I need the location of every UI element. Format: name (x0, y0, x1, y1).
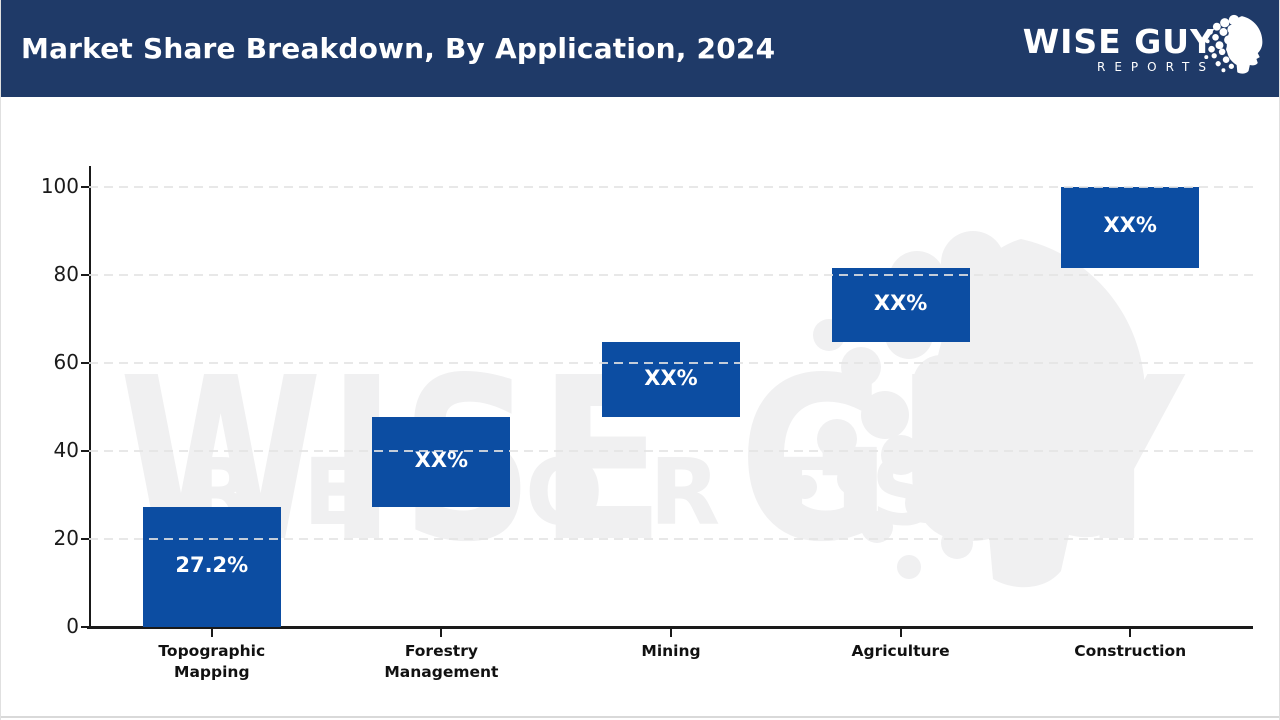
y-gridline-60 (89, 362, 1253, 364)
y-gridline-100 (89, 186, 1253, 188)
logo-face-icon (1201, 12, 1267, 85)
x-tick-mark-2 (670, 629, 672, 637)
y-tick-mark-100 (81, 186, 89, 188)
y-tick-mark-80 (81, 274, 89, 276)
bottom-divider (1, 716, 1279, 718)
x-category-label-0: Topographic Mapping (158, 642, 266, 681)
header-bar: Market Share Breakdown, By Application, … (1, 0, 1279, 97)
y-tick-mark-0 (81, 626, 89, 628)
x-axis-spine (87, 626, 1253, 629)
chart-body: WISE GUY REPORTS 0 20 40 60 80 100 27.2% Topogr… (1, 97, 1279, 720)
bar-value-label-4: XX% (1103, 213, 1157, 238)
logo-subtitle: REPORTS (1096, 59, 1215, 74)
x-tick-mark-1 (440, 629, 443, 637)
x-category-label-4: Construction (1074, 642, 1187, 660)
x-category-label-3: Agriculture (851, 642, 950, 660)
y-tick-label-40: 40 (53, 438, 79, 462)
y-tick-label-20: 20 (53, 526, 79, 550)
x-category-label-1: Forestry Management (384, 642, 499, 681)
y-tick-label-100: 100 (40, 174, 79, 198)
plot-area: 0 20 40 60 80 100 27.2% Topographic Mapping XX% F… (1, 97, 1279, 720)
y-gridline-20 (89, 538, 1253, 540)
bar-2 (602, 341, 740, 418)
x-tick-mark-3 (899, 629, 902, 637)
logo-wordmark: WISE GUY (1022, 21, 1215, 61)
x-tick-mark-0 (210, 629, 213, 637)
y-axis-spine (89, 166, 91, 629)
y-gridline-40 (89, 450, 1253, 452)
x-tick-mark-4 (1129, 629, 1132, 637)
y-tick-label-60: 60 (53, 350, 79, 374)
bar-0 (142, 507, 281, 627)
y-tick-label-80: 80 (53, 262, 79, 286)
y-tick-mark-20 (81, 538, 89, 540)
y-gridline-80 (89, 274, 1253, 276)
x-category-label-2: Mining (641, 642, 701, 660)
wise-guy-reports-logo: WISE GUY REPORTS (1023, 12, 1267, 85)
y-tick-mark-40 (81, 450, 89, 452)
y-tick-label-0: 0 (66, 614, 79, 638)
bar-value-label-0: 27.2% (175, 553, 249, 578)
logo-text: WISE GUY REPORTS (1023, 25, 1215, 73)
bar-value-label-3: XX% (873, 290, 928, 315)
bar-value-label-1: XX% (414, 448, 469, 473)
bar-1 (372, 417, 511, 508)
bar-value-label-2: XX% (644, 365, 698, 390)
chart-title: Market Share Breakdown, By Application, … (21, 32, 776, 65)
y-tick-mark-60 (81, 362, 89, 364)
